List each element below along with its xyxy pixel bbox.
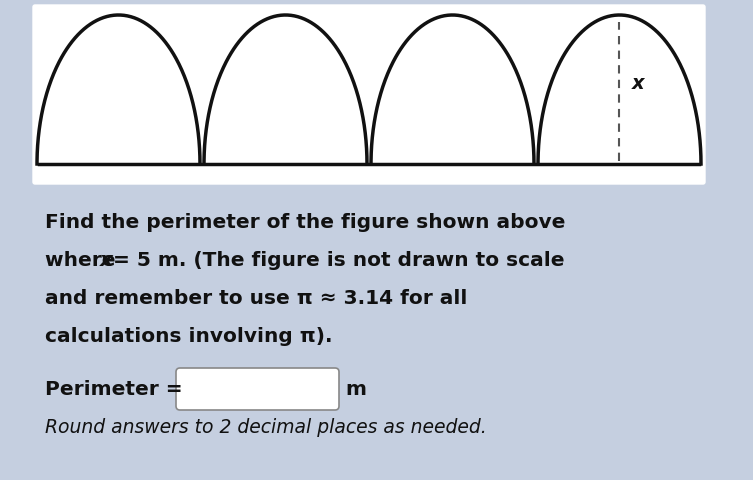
Text: where: where <box>45 251 123 269</box>
Text: m: m <box>345 380 366 399</box>
Text: = 5 m. (The figure is not drawn to scale: = 5 m. (The figure is not drawn to scale <box>113 251 565 269</box>
Text: x: x <box>632 73 644 92</box>
Text: Find the perimeter of the figure shown above: Find the perimeter of the figure shown a… <box>45 213 566 231</box>
Text: Perimeter =: Perimeter = <box>45 380 183 399</box>
Text: Round answers to 2 decimal places as needed.: Round answers to 2 decimal places as nee… <box>45 418 486 437</box>
Text: and remember to use π ≈ 3.14 for all: and remember to use π ≈ 3.14 for all <box>45 288 468 307</box>
FancyBboxPatch shape <box>176 368 339 410</box>
Text: calculations involving π).: calculations involving π). <box>45 326 333 345</box>
FancyBboxPatch shape <box>33 6 705 185</box>
Text: x: x <box>100 251 113 269</box>
